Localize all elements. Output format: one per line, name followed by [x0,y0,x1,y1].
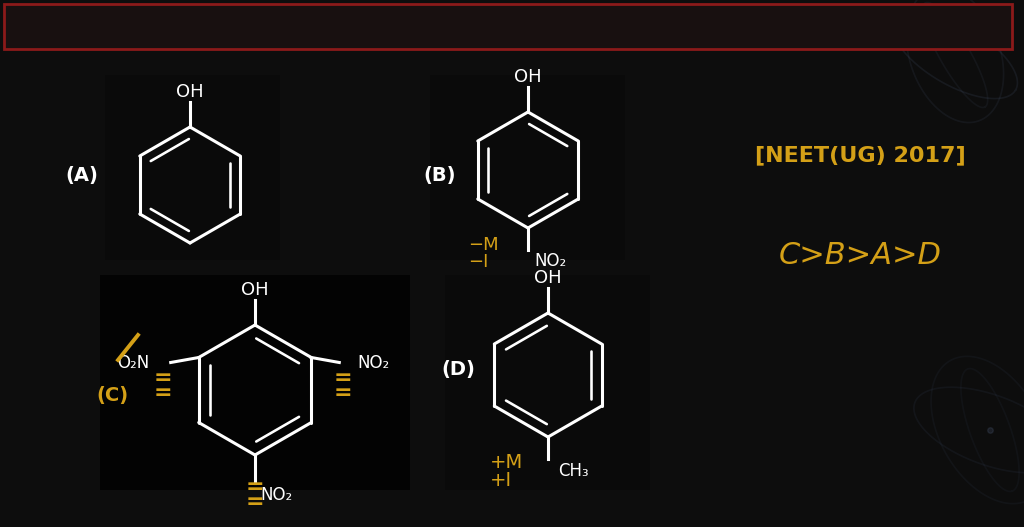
Text: −I: −I [468,253,488,271]
Text: (B): (B) [424,165,457,184]
FancyBboxPatch shape [430,75,625,260]
Text: +M: +M [490,453,523,472]
Text: Q Which one is the most acidic compound?: Q Which one is the most acidic compound? [12,15,583,39]
FancyBboxPatch shape [100,275,410,490]
Text: =: = [334,368,352,388]
Text: (A): (A) [66,165,98,184]
Text: −M: −M [468,236,499,254]
Text: O₂N: O₂N [118,354,150,372]
Text: OH: OH [242,281,269,299]
Text: OH: OH [514,68,542,86]
Text: =: = [154,383,172,403]
Text: OH: OH [535,269,562,287]
Text: +I: +I [490,471,512,490]
Text: C>B>A>D: C>B>A>D [778,240,941,269]
Text: (D): (D) [441,360,475,379]
Text: OH: OH [176,83,204,101]
Text: CH₃: CH₃ [558,462,589,480]
Text: =: = [334,383,352,403]
Text: [NEET(UG) 2017]: [NEET(UG) 2017] [755,145,966,165]
Text: =: = [246,492,264,512]
Text: NO₂: NO₂ [261,486,293,504]
Text: NO₂: NO₂ [357,354,389,372]
Text: =: = [154,368,172,388]
FancyBboxPatch shape [4,4,1012,49]
FancyBboxPatch shape [105,75,280,260]
Text: NO₂: NO₂ [534,252,566,270]
Text: =: = [246,477,264,497]
Text: (C): (C) [96,385,128,405]
FancyBboxPatch shape [445,275,650,490]
